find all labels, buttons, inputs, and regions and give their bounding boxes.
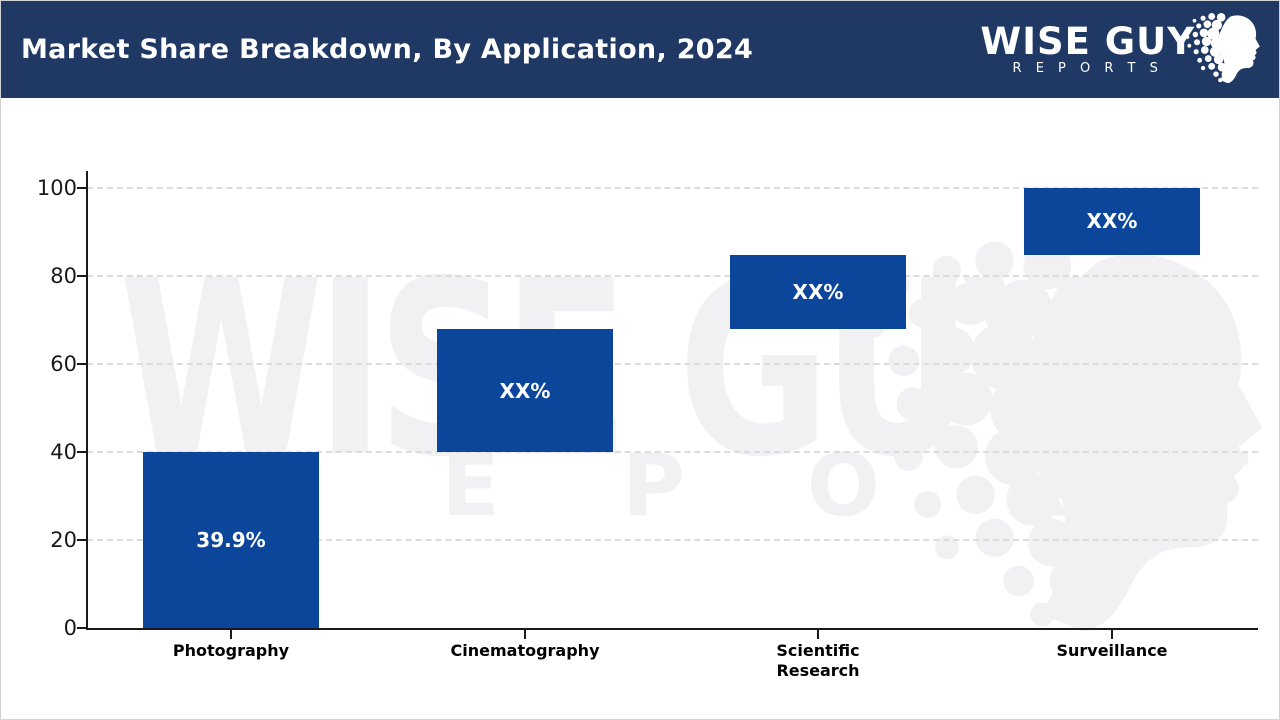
y-tick-label-0: 0 — [63, 616, 77, 640]
y-tick-label-100: 100 — [36, 176, 77, 200]
y-tick-label-80: 80 — [50, 264, 77, 288]
bar-value-label: XX% — [792, 279, 844, 304]
x-axis-line — [86, 628, 1258, 630]
gridline-100 — [87, 187, 1258, 189]
y-axis-line — [86, 171, 88, 630]
y-tick-mark-100 — [77, 187, 87, 189]
x-axis-label-4: Surveillance — [1056, 641, 1168, 660]
page-title: Market Share Breakdown, By Application, … — [21, 34, 754, 65]
logo-tagline: R E P O R T S — [1012, 61, 1163, 76]
gridline-20 — [87, 539, 1258, 541]
gridline-60 — [87, 363, 1258, 365]
x-tick-mark-2 — [524, 630, 526, 639]
x-tick-mark-3 — [817, 630, 819, 639]
gridline-80 — [87, 275, 1258, 277]
bar-value-label: XX% — [1086, 209, 1138, 234]
bar-cinematography: XX% — [437, 328, 613, 453]
y-tick-mark-80 — [77, 275, 87, 277]
logo-wordmark: WISE GUY — [980, 20, 1195, 63]
x-tick-mark-4 — [1111, 630, 1113, 639]
y-tick-label-20: 20 — [50, 528, 77, 552]
bar-photography: 39.9% — [143, 452, 319, 628]
y-tick-label-40: 40 — [50, 440, 77, 464]
y-tick-mark-0 — [77, 627, 87, 629]
y-tick-mark-20 — [77, 539, 87, 541]
x-axis-label-3: Scientific Research — [776, 641, 860, 680]
y-tick-label-60: 60 — [50, 352, 77, 376]
bar-value-label: XX% — [499, 378, 551, 403]
logo-text: WISE GUY R E P O R T S — [980, 23, 1195, 76]
header: Market Share Breakdown, By Application, … — [1, 1, 1279, 98]
bar-value-label: 39.9% — [196, 528, 266, 553]
bar-surveillance: XX% — [1024, 188, 1200, 255]
bar-scientific-research: XX% — [730, 254, 906, 329]
x-tick-mark-1 — [230, 630, 232, 639]
wise-guy-reports-logo: WISE GUY R E P O R T S — [980, 8, 1265, 92]
gridline-40 — [87, 451, 1258, 453]
x-axis-label-1: Photography — [172, 641, 290, 660]
y-tick-mark-60 — [77, 363, 87, 365]
x-axis-label-2: Cinematography — [450, 641, 600, 660]
y-tick-mark-40 — [77, 451, 87, 453]
